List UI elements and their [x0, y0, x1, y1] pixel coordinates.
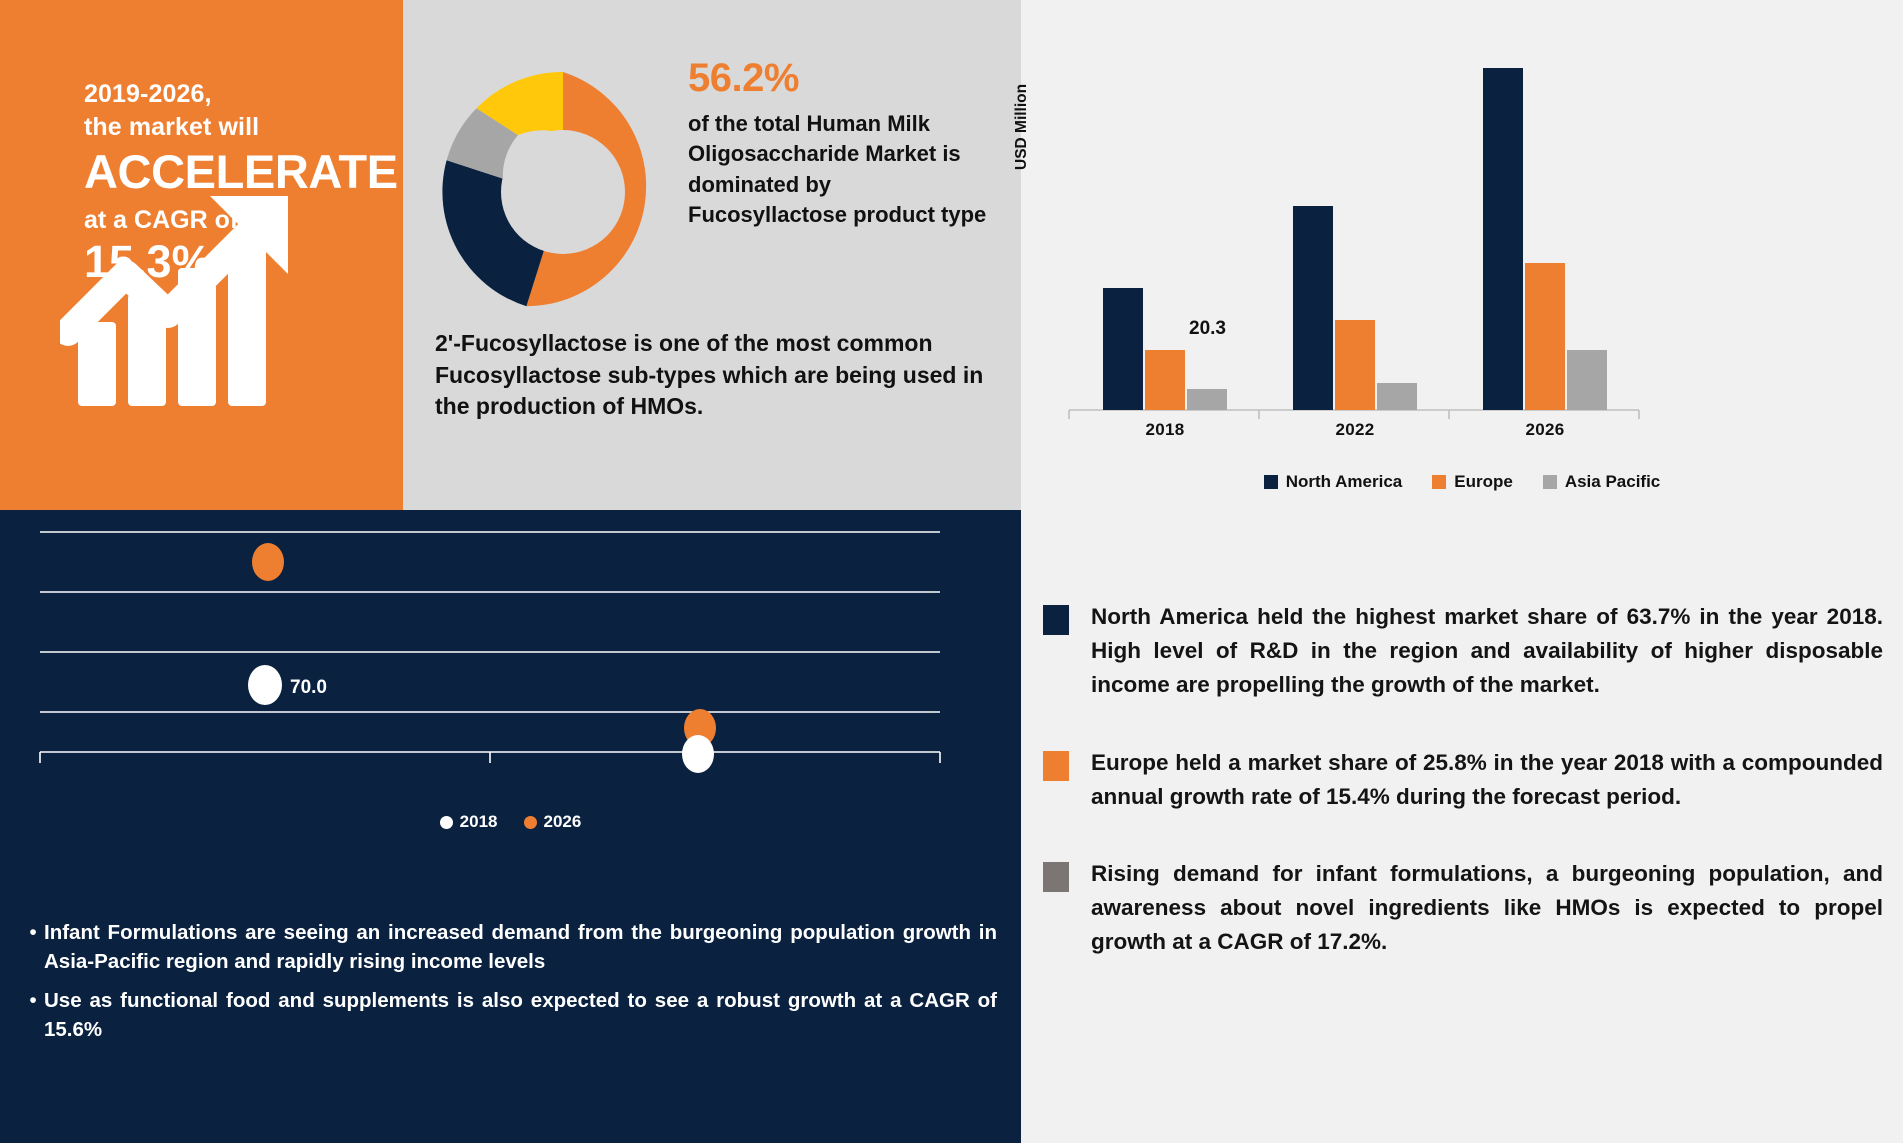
insight-block-north-america: North America held the highest market sh…: [1043, 600, 1883, 703]
donut-footnote: 2'-Fucosyllactose is one of the most com…: [435, 330, 984, 420]
list-item: • Infant Formulations are seeing an incr…: [22, 918, 997, 976]
bar-asia-pacific-2026: [1567, 350, 1607, 410]
legend-swatch-2018: [439, 815, 453, 829]
insight-block-asia-pacific: Rising demand for infant formulations, a…: [1043, 857, 1883, 960]
accelerate-headline: ACCELERATE: [84, 145, 398, 198]
donut-callout: 56.2% of the total Human Milk Oligosacch…: [688, 58, 988, 230]
legend-item-2026[interactable]: 2026: [523, 812, 582, 832]
accelerate-market-will-line: the market will: [84, 112, 260, 141]
bar-chart-xtick-2018: 2018: [1145, 420, 1185, 439]
bar-europe-2026: [1525, 263, 1565, 410]
dot-plot-legend: 2018 2026: [0, 812, 1021, 832]
list-item: • Use as functional food and supplements…: [22, 986, 997, 1044]
legend-swatch-asia-pacific: [1542, 475, 1557, 489]
legend-swatch-north-america: [1263, 475, 1278, 489]
application-panel: 70.0 Infant Formula Functional Food & Su…: [0, 510, 1021, 1143]
bar-asia-pacific-2018: [1187, 389, 1227, 410]
legend-swatch-2026: [523, 815, 537, 829]
legend-item-asia-pacific[interactable]: Asia Pacific: [1542, 472, 1661, 492]
legend-label-asia-pacific: Asia Pacific: [1564, 472, 1661, 491]
bar-chart-xtick-2026: 2026: [1525, 420, 1565, 439]
legend-label-2018: 2018: [459, 812, 498, 831]
legend-label-europe: Europe: [1454, 472, 1513, 491]
regional-market-bar-chart: USD Million 2: [1013, 20, 1903, 540]
bar-europe-2018: [1145, 350, 1185, 410]
legend-item-2018[interactable]: 2018: [439, 812, 498, 832]
bullet-text: Use as functional food and supplements i…: [44, 989, 997, 1042]
bullet-text: Infant Formulations are seeing an increa…: [44, 921, 997, 974]
bar-europe-2022: [1335, 320, 1375, 410]
bullet-marker: •: [29, 921, 37, 944]
application-bullet-list: • Infant Formulations are seeing an incr…: [22, 918, 997, 1054]
bar-chart-xtick-2022: 2022: [1335, 420, 1375, 439]
dot-2018-functional-food: [682, 735, 714, 773]
product-type-donut-chart: [442, 71, 647, 307]
bar-north-america-2018: [1103, 288, 1143, 410]
regional-panel: USD Million 2: [1013, 0, 1903, 1143]
insight-text-europe: Europe held a market share of 25.8% in t…: [1091, 749, 1883, 809]
insight-text-north-america: North America held the highest market sh…: [1091, 604, 1883, 698]
bar-chart-legend: North America Europe Asia Pacific: [1021, 472, 1903, 492]
legend-label-north-america: North America: [1285, 472, 1403, 491]
donut-slice-3: [446, 108, 518, 179]
legend-swatch-europe: [1432, 475, 1447, 489]
dot-2026-infant-formula: [252, 543, 284, 581]
dot-label-70: 70.0: [290, 677, 327, 698]
accelerate-panel: 2019-2026, the market will ACCELERATE at…: [0, 0, 403, 510]
dot-2018-infant-formula: [248, 665, 282, 705]
growth-arrow-bars-icon: [60, 196, 288, 406]
insight-swatch-asia-pacific: [1043, 861, 1069, 892]
insight-swatch-north-america: [1043, 605, 1069, 635]
bar-north-america-2026: [1483, 68, 1523, 410]
insight-text-asia-pacific: Rising demand for infant formulations, a…: [1091, 860, 1883, 955]
application-dot-plot: 70.0: [39, 531, 941, 773]
legend-label-2026: 2026: [543, 812, 582, 831]
accelerate-cagr-label: at a CAGR of: [84, 205, 239, 234]
bar-data-label-20-3: 20.3: [1189, 318, 1226, 339]
legend-item-europe[interactable]: Europe: [1432, 472, 1513, 492]
accelerate-period-line: 2019-2026,: [84, 80, 212, 108]
regional-insight-blocks: North America held the highest market sh…: [1043, 600, 1883, 1003]
insight-swatch-europe: [1043, 750, 1069, 781]
donut-slice-4: [476, 71, 563, 136]
donut-headline-percent: 56.2%: [688, 56, 799, 100]
bullet-marker: •: [29, 989, 37, 1013]
donut-panel: 56.2% of the total Human Milk Oligosacch…: [403, 0, 1021, 510]
bar-chart-plot: [1068, 68, 1640, 419]
bar-asia-pacific-2022: [1377, 383, 1417, 410]
insight-block-europe: Europe held a market share of 25.8% in t…: [1043, 746, 1883, 814]
donut-headline-description: of the total Human Milk Oligosaccharide …: [688, 111, 987, 228]
legend-item-north-america[interactable]: North America: [1263, 472, 1403, 492]
donut-slice-2: [442, 160, 545, 307]
bar-north-america-2022: [1293, 206, 1333, 410]
